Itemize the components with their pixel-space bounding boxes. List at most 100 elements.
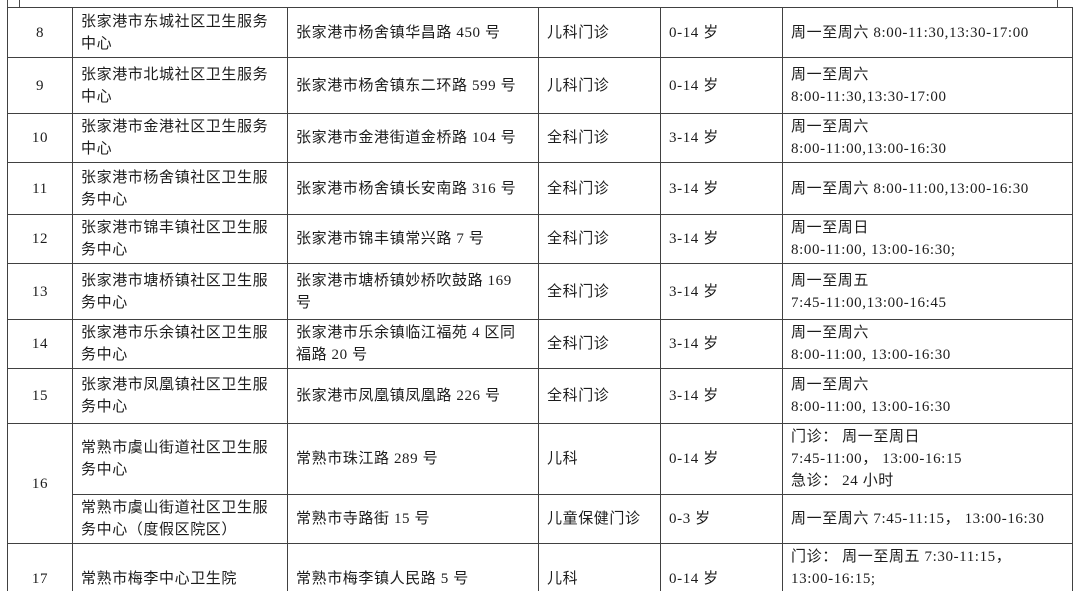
row-number-cell: 10: [7, 113, 73, 163]
hours-line: 周一至周六 7:45-11:15， 13:00-16:30: [791, 511, 1045, 527]
facility-name-cell: 常熟市虞山街道社区卫生服务中心（度假区院区）: [72, 494, 288, 544]
age-range-cell: 3-14 岁: [660, 319, 783, 369]
age-range-cell: 3-14 岁: [660, 162, 783, 215]
department-cell: 全科门诊: [538, 263, 661, 320]
hours-line: 8:00-11:00, 13:00-16:30;: [791, 242, 956, 258]
address-cell: 常熟市珠江路 289 号: [287, 423, 539, 495]
department-cell: 儿科: [538, 423, 661, 495]
table-row: 8 张家港市东城社区卫生服务中心 张家港市杨舍镇华昌路 450 号儿科门诊 0-14 …: [7, 7, 1073, 58]
address-cell: 张家港市杨舍镇东二环路 599 号: [287, 57, 539, 114]
hours-line: 8:00-11:30,13:30-17:00: [791, 88, 947, 105]
facility-name-cell: 张家港市乐余镇社区卫生服务中心: [72, 319, 288, 369]
table-row: 17 常熟市梅李中心卫生院 常熟市梅李镇人民路 5 号儿科 0-14 岁门诊： 周一至…: [7, 543, 1073, 591]
hours-cell: 周一至周六 8:00-11:00, 13:00-16:30: [782, 319, 1073, 369]
department-cell: 儿科: [538, 543, 661, 591]
hours-cell: 周一至周六 8:00-11:30,13:30-17:00: [782, 7, 1073, 58]
department-cell: 儿科门诊: [538, 7, 661, 58]
department-cell: 儿童保健门诊: [538, 494, 661, 544]
hours-line: 周一至周六 8:00-11:00,13:00-16:30: [791, 180, 1029, 197]
cropped-row-border-stub: [19, 0, 20, 8]
hours-cell: 门诊： 周一至周日 7:45-11:00， 13:00-16:15 急诊： 24 小…: [782, 423, 1073, 495]
clinic-hours-table: 8 张家港市东城社区卫生服务中心 张家港市杨舍镇华昌路 450 号儿科门诊 0-14 …: [7, 7, 1073, 591]
hours-line: 门诊： 周一至周五 7:30-11:15，: [791, 549, 1012, 565]
department-cell: 全科门诊: [538, 319, 661, 369]
facility-name-cell: 张家港市东城社区卫生服务中心: [72, 7, 288, 58]
table-row: 13 张家港市塘桥镇社区卫生服务中心 张家港市塘桥镇妙桥吹鼓路 169 号全科门诊 3…: [7, 263, 1073, 320]
clinic-table-body: 8 张家港市东城社区卫生服务中心 张家港市杨舍镇华昌路 450 号儿科门诊 0-14 …: [7, 7, 1073, 591]
row-number-cell: 13: [7, 263, 73, 320]
address-cell: 张家港市金港街道金桥路 104 号: [287, 113, 539, 163]
facility-name-cell: 张家港市塘桥镇社区卫生服务中心: [72, 263, 288, 320]
hours-line: 周一至周六: [791, 66, 870, 83]
address-cell: 张家港市塘桥镇妙桥吹鼓路 169 号: [287, 263, 539, 320]
hours-cell: 周一至周六 8:00-11:00,13:00-16:30: [782, 162, 1073, 215]
hours-line: 周一至周六: [791, 119, 870, 135]
facility-name-cell: 张家港市凤凰镇社区卫生服务中心: [72, 368, 288, 424]
hours-line: 8:00-11:00,13:00-16:30: [791, 141, 947, 157]
facility-name-cell: 张家港市北城社区卫生服务中心: [72, 57, 288, 114]
hours-line: 7:45-11:00， 13:00-16:15: [791, 451, 963, 467]
hours-line: 8:00-11:00, 13:00-16:30: [791, 399, 951, 415]
row-number-cell: 9: [7, 57, 73, 114]
hours-line: 急诊： 24 小时: [791, 473, 894, 489]
table-row: 12 张家港市锦丰镇社区卫生服务中心 张家港市锦丰镇常兴路 7 号全科门诊 3-14 …: [7, 214, 1073, 264]
age-range-cell: 0-14 岁: [660, 57, 783, 114]
table-row: 9 张家港市北城社区卫生服务中心 张家港市杨舍镇东二环路 599 号儿科门诊 0-14…: [7, 57, 1073, 114]
hours-line: 周一至周六 8:00-11:30,13:30-17:00: [791, 24, 1029, 41]
address-cell: 张家港市凤凰镇凤凰路 226 号: [287, 368, 539, 424]
department-cell: 全科门诊: [538, 214, 661, 264]
hours-line: 13:00-16:15;: [791, 571, 876, 587]
address-cell: 常熟市梅李镇人民路 5 号: [287, 543, 539, 591]
table-row: 14 张家港市乐余镇社区卫生服务中心 张家港市乐余镇临江福苑 4 区同福路 20 号…: [7, 319, 1073, 369]
age-range-cell: 3-14 岁: [660, 263, 783, 320]
department-cell: 全科门诊: [538, 162, 661, 215]
table-row: 10 张家港市金港社区卫生服务中心 张家港市金港街道金桥路 104 号全科门诊 3-1…: [7, 113, 1073, 163]
facility-name-cell: 张家港市金港社区卫生服务中心: [72, 113, 288, 163]
facility-name-cell: 常熟市虞山街道社区卫生服务中心: [72, 423, 288, 495]
address-cell: 张家港市杨舍镇华昌路 450 号: [287, 7, 539, 58]
age-range-cell: 3-14 岁: [660, 368, 783, 424]
facility-name-cell: 常熟市梅李中心卫生院: [72, 543, 288, 591]
hours-line: 周一至周六: [791, 377, 870, 393]
age-range-cell: 0-14 岁: [660, 543, 783, 591]
address-cell: 张家港市杨舍镇长安南路 316 号: [287, 162, 539, 215]
age-range-cell: 0-14 岁: [660, 7, 783, 58]
hours-cell: 周一至周日 8:00-11:00, 13:00-16:30;: [782, 214, 1073, 264]
cropped-row-border-stub: [7, 0, 8, 8]
row-number-cell: 17: [7, 543, 73, 591]
row-number-cell: 16: [7, 423, 73, 544]
address-cell: 常熟市寺路街 15 号: [287, 494, 539, 544]
row-number-cell: 8: [7, 7, 73, 58]
row-number-cell: 15: [7, 368, 73, 424]
hours-cell: 周一至周六 7:45-11:15， 13:00-16:30: [782, 494, 1073, 544]
hours-line: 8:00-11:00, 13:00-16:30: [791, 347, 951, 363]
department-cell: 全科门诊: [538, 368, 661, 424]
hours-cell: 周一至周六 8:00-11:00, 13:00-16:30: [782, 368, 1073, 424]
table-row: 常熟市虞山街道社区卫生服务中心（度假区院区） 常熟市寺路街 15 号儿童保健门诊 0…: [8, 494, 1073, 544]
table-row: 16 常熟市虞山街道社区卫生服务中心 常熟市珠江路 289 号儿科 0-14 岁门诊：…: [7, 423, 1073, 544]
age-range-cell: 3-14 岁: [660, 113, 783, 163]
address-cell: 张家港市锦丰镇常兴路 7 号: [287, 214, 539, 264]
facility-name-cell: 张家港市锦丰镇社区卫生服务中心: [72, 214, 288, 264]
hours-line: 周一至周六: [791, 325, 870, 341]
facility-name-cell: 张家港市杨舍镇社区卫生服务中心: [72, 162, 288, 215]
age-range-cell: 0-3 岁: [660, 494, 783, 544]
table-row: 11 张家港市杨舍镇社区卫生服务中心 张家港市杨舍镇长安南路 316 号全科门诊 3-…: [7, 162, 1073, 215]
cropped-row-border-stub: [1057, 0, 1058, 8]
hours-line: 周一至周日: [791, 220, 870, 236]
hours-line: 门诊： 周一至周日: [791, 429, 921, 445]
hours-cell: 门诊： 周一至周五 7:30-11:15，13:00-16:15;周六周日 7:…: [782, 543, 1073, 591]
hours-line: 周一至周五: [791, 272, 870, 289]
address-cell: 张家港市乐余镇临江福苑 4 区同福路 20 号: [287, 319, 539, 369]
row-number-cell: 11: [7, 162, 73, 215]
age-range-cell: 3-14 岁: [660, 214, 783, 264]
department-cell: 儿科门诊: [538, 57, 661, 114]
table-row: 15 张家港市凤凰镇社区卫生服务中心 张家港市凤凰镇凤凰路 226 号全科门诊 3-1…: [7, 368, 1073, 424]
hours-line: 7:45-11:00,13:00-16:45: [791, 294, 947, 311]
hours-cell: 周一至周五 7:45-11:00,13:00-16:45: [782, 263, 1073, 320]
hours-cell: 周一至周六 8:00-11:30,13:30-17:00: [782, 57, 1073, 114]
row-number-cell: 12: [7, 214, 73, 264]
row-number-cell: 14: [7, 319, 73, 369]
hours-cell: 周一至周六 8:00-11:00,13:00-16:30: [782, 113, 1073, 163]
